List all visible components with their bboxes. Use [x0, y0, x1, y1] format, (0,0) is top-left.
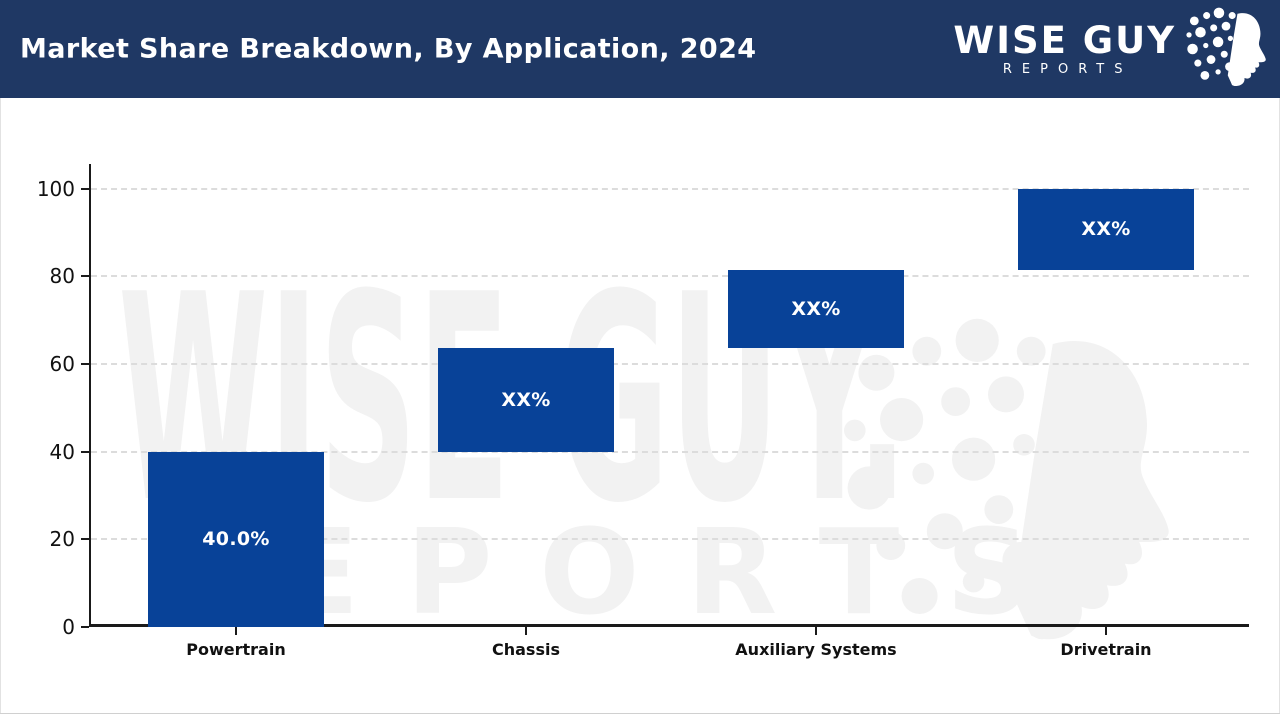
x-axis-tick [815, 627, 817, 635]
gridline [91, 538, 1249, 541]
x-axis-tick [235, 627, 237, 635]
bar-segment: XX% [438, 347, 614, 452]
logo-wordmark: WISE GUY [953, 18, 1176, 62]
wise-guy-reports-logo: WISE GUY REPORTS [953, 4, 1272, 94]
y-axis-tick [81, 626, 89, 628]
y-axis-tick [81, 362, 89, 365]
bar-segment: XX% [728, 269, 904, 348]
y-axis-tick [81, 275, 89, 278]
gridline [91, 187, 1249, 190]
y-axis-tick [81, 538, 89, 541]
x-axis-tick [1105, 627, 1107, 635]
chart-canvas: WISE GUY. REPORTS 02040608010040.0%Power… [0, 98, 1280, 713]
y-axis-tick-label: 0 [62, 615, 75, 639]
logo-subtitle: REPORTS [1002, 61, 1133, 77]
bar-value-label: XX% [501, 388, 551, 411]
gridline [91, 275, 1249, 278]
x-axis-category-label: Powertrain [186, 640, 286, 659]
dotted-head-icon [1186, 7, 1266, 86]
bar-segment: XX% [1018, 188, 1194, 270]
logo-text: WISE GUY REPORTS [953, 22, 1176, 77]
bar-value-label: XX% [791, 297, 841, 320]
gridline [91, 450, 1249, 453]
bottom-divider [0, 713, 1280, 720]
bar-value-label: 40.0% [202, 528, 270, 551]
x-axis-tick [525, 627, 527, 635]
y-axis-tick-label: 40 [49, 439, 75, 464]
y-axis-tick-label: 80 [49, 264, 75, 289]
x-axis-category-label: Chassis [492, 640, 560, 659]
bar-segment: 40.0% [148, 451, 324, 627]
gridline [91, 362, 1249, 365]
bar-value-label: XX% [1081, 218, 1131, 241]
y-axis-tick-label: 20 [49, 527, 75, 552]
plot-area: 0 20 40 60 80 100 40.0% Powertrain XX% Chassis XX%… [37, 164, 1249, 659]
header-bar: Market Share Breakdown, By Application, … [0, 0, 1280, 98]
x-axis-category-label: Drivetrain [1060, 640, 1152, 659]
y-axis-tick [81, 187, 89, 190]
y-axis-tick [81, 450, 89, 453]
x-axis-category-label: Auxiliary Systems [735, 640, 897, 659]
y-axis-tick-label: 100 [36, 176, 75, 201]
page-title: Market Share Breakdown, By Application, … [20, 33, 757, 65]
y-axis-tick-label: 60 [49, 351, 75, 376]
